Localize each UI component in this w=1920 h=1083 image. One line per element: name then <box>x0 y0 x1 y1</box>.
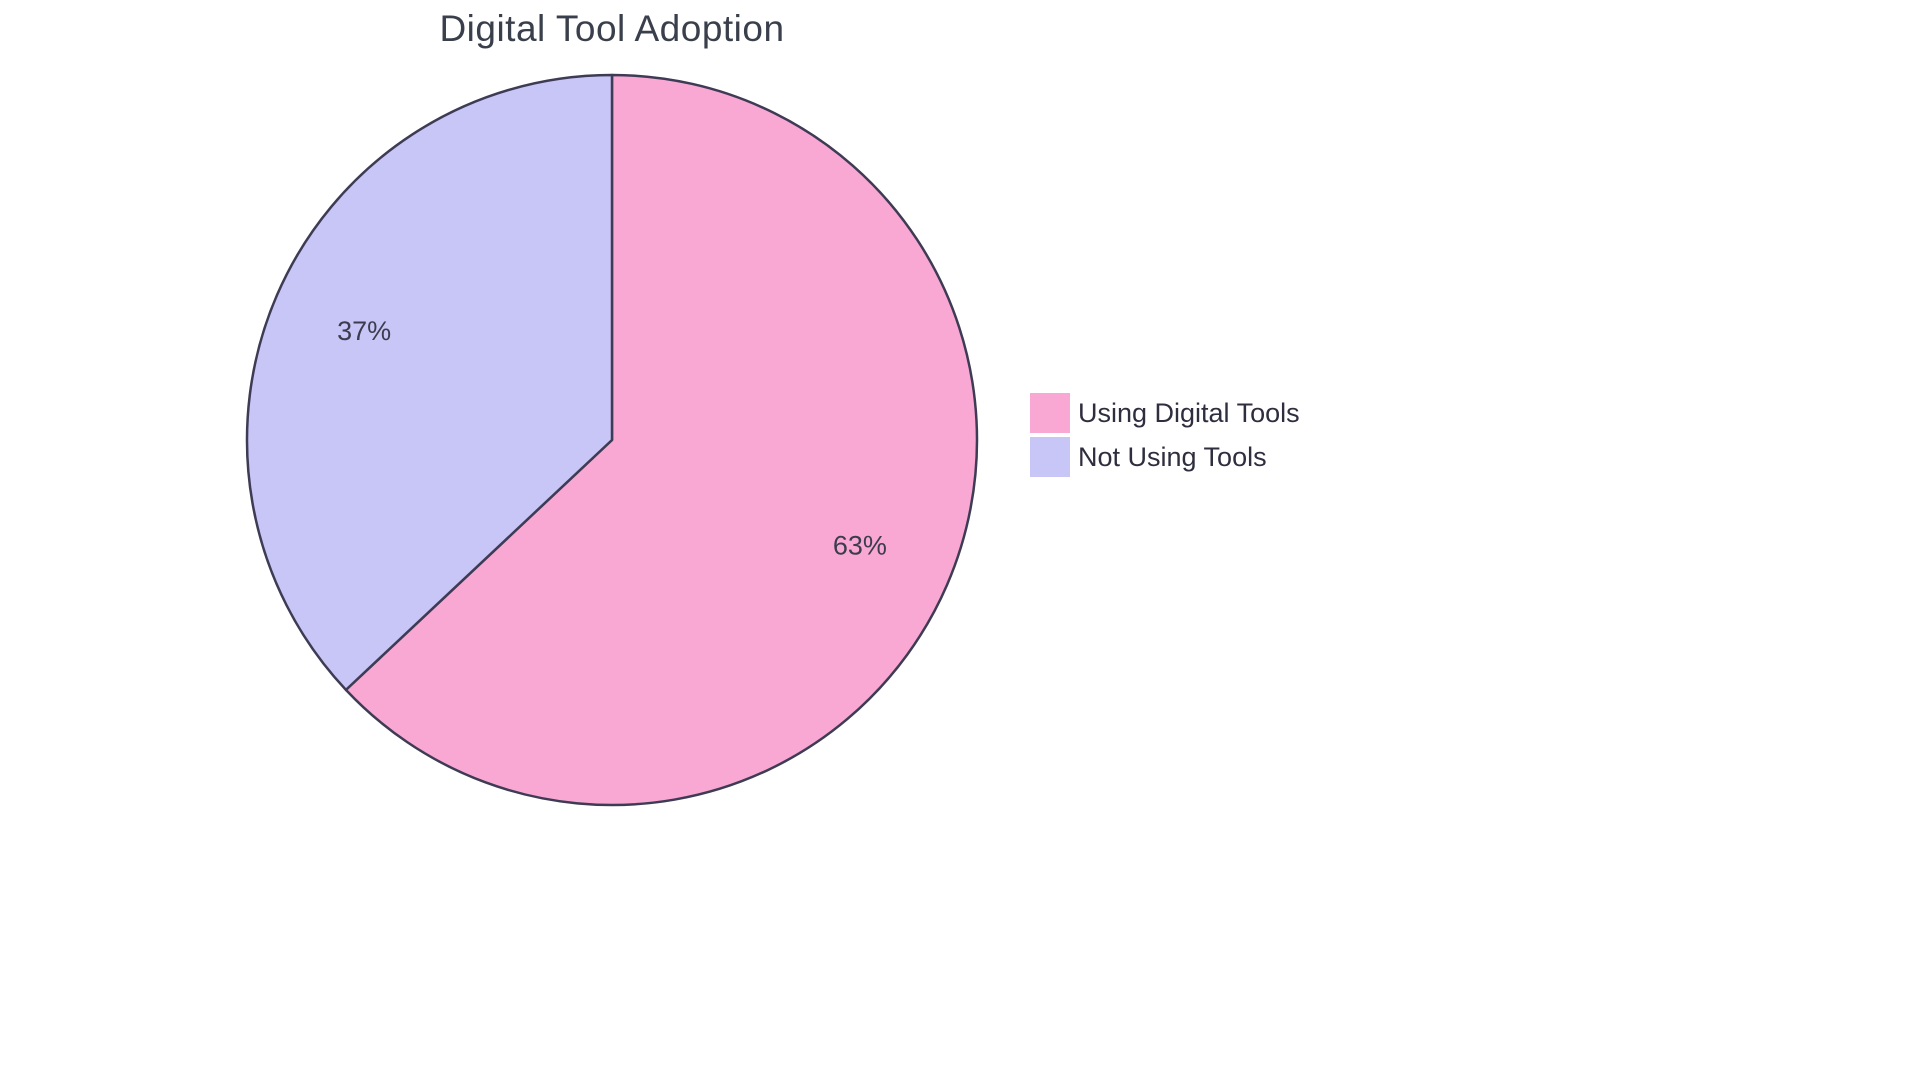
slice-label-1: 37% <box>337 316 391 346</box>
legend-item-using-digital-tools: Using Digital Tools <box>1030 393 1300 433</box>
legend-label: Using Digital Tools <box>1078 397 1300 428</box>
pie-slice-1 <box>245 73 614 692</box>
legend-swatch-icon <box>1030 437 1070 477</box>
legend-item-not-using-tools: Not Using Tools <box>1030 437 1300 477</box>
pie-slice-0 <box>344 73 979 807</box>
legend: Using Digital Tools Not Using Tools <box>1030 393 1300 477</box>
pie-chart: 63% 37% <box>245 73 979 807</box>
legend-swatch-icon <box>1030 393 1070 433</box>
chart-title: Digital Tool Adoption <box>439 8 785 49</box>
slice-label-0: 63% <box>833 530 887 560</box>
legend-label: Not Using Tools <box>1078 441 1267 472</box>
